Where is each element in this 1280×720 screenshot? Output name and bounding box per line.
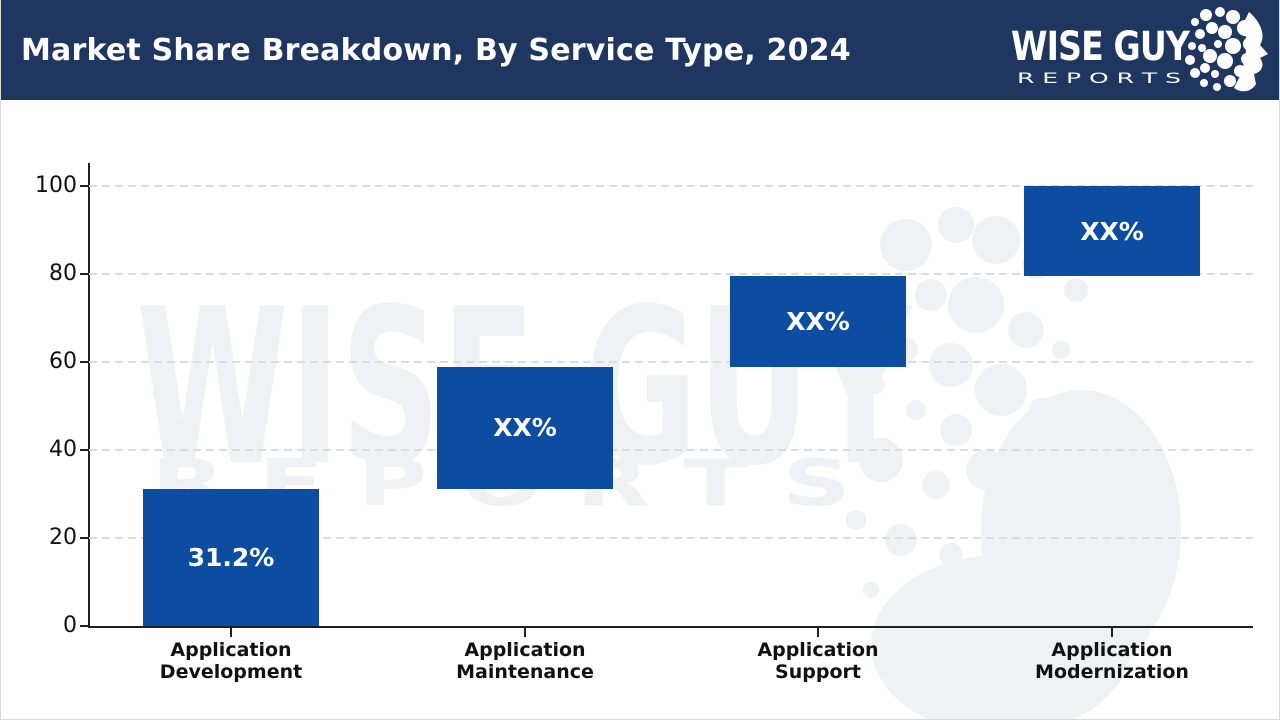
y-tick-label-20: 20 [49, 525, 77, 551]
gridline-80 [89, 273, 1253, 276]
chart-area: WISE GUY R E P O R T S [1, 100, 1279, 719]
bar-application-development: 31.2% [143, 488, 319, 626]
y-tick-80 [80, 273, 89, 276]
y-tick-label-40: 40 [49, 437, 77, 463]
y-tick-0 [80, 625, 89, 627]
y-tick-label-100: 100 [35, 173, 77, 199]
y-tick-40 [80, 449, 89, 452]
header-band: Market Share Breakdown, By Service Type,… [1, 0, 1279, 100]
page-title: Market Share Breakdown, By Service Type,… [21, 33, 851, 68]
gridline-20 [89, 537, 1253, 540]
x-tick-3 [817, 628, 819, 637]
bar-application-modernization: XX% [1024, 186, 1200, 276]
y-tick-60 [80, 361, 89, 364]
y-tick-20 [80, 537, 89, 540]
y-tick-100 [80, 185, 89, 188]
bar-value-label: XX% [1080, 216, 1144, 246]
gridline-40 [89, 449, 1253, 452]
wise-guy-logo: WISE GUY R E P O R T S [1011, 7, 1268, 92]
x-tick-4 [1111, 628, 1113, 637]
logo-subtext: R E P O R T S [1017, 71, 1181, 87]
y-axis-spine [88, 163, 90, 627]
bar-application-maintenance: XX% [437, 366, 613, 489]
x-category-label: Application Modernization [1035, 639, 1189, 683]
logo-text: WISE GUY [1011, 24, 1191, 70]
x-tick-1 [230, 628, 232, 637]
x-category-label: Application Development [159, 639, 303, 683]
y-tick-label-60: 60 [49, 349, 77, 375]
bar-value-label: XX% [493, 413, 557, 443]
x-tick-2 [524, 628, 526, 637]
y-tick-label-0: 0 [63, 613, 77, 638]
y-tick-label-80: 80 [49, 261, 77, 287]
logo-head-dots-icon [1185, 7, 1268, 92]
gridline-60 [89, 361, 1253, 364]
x-category-label: Application Maintenance [456, 639, 594, 683]
bar-value-label: XX% [786, 306, 850, 336]
bar-application-support: XX% [730, 275, 906, 367]
x-axis-spine [88, 626, 1253, 628]
bar-value-label: 31.2% [187, 542, 275, 572]
x-category-label: Application Support [757, 639, 879, 683]
gridline-100 [89, 185, 1253, 188]
